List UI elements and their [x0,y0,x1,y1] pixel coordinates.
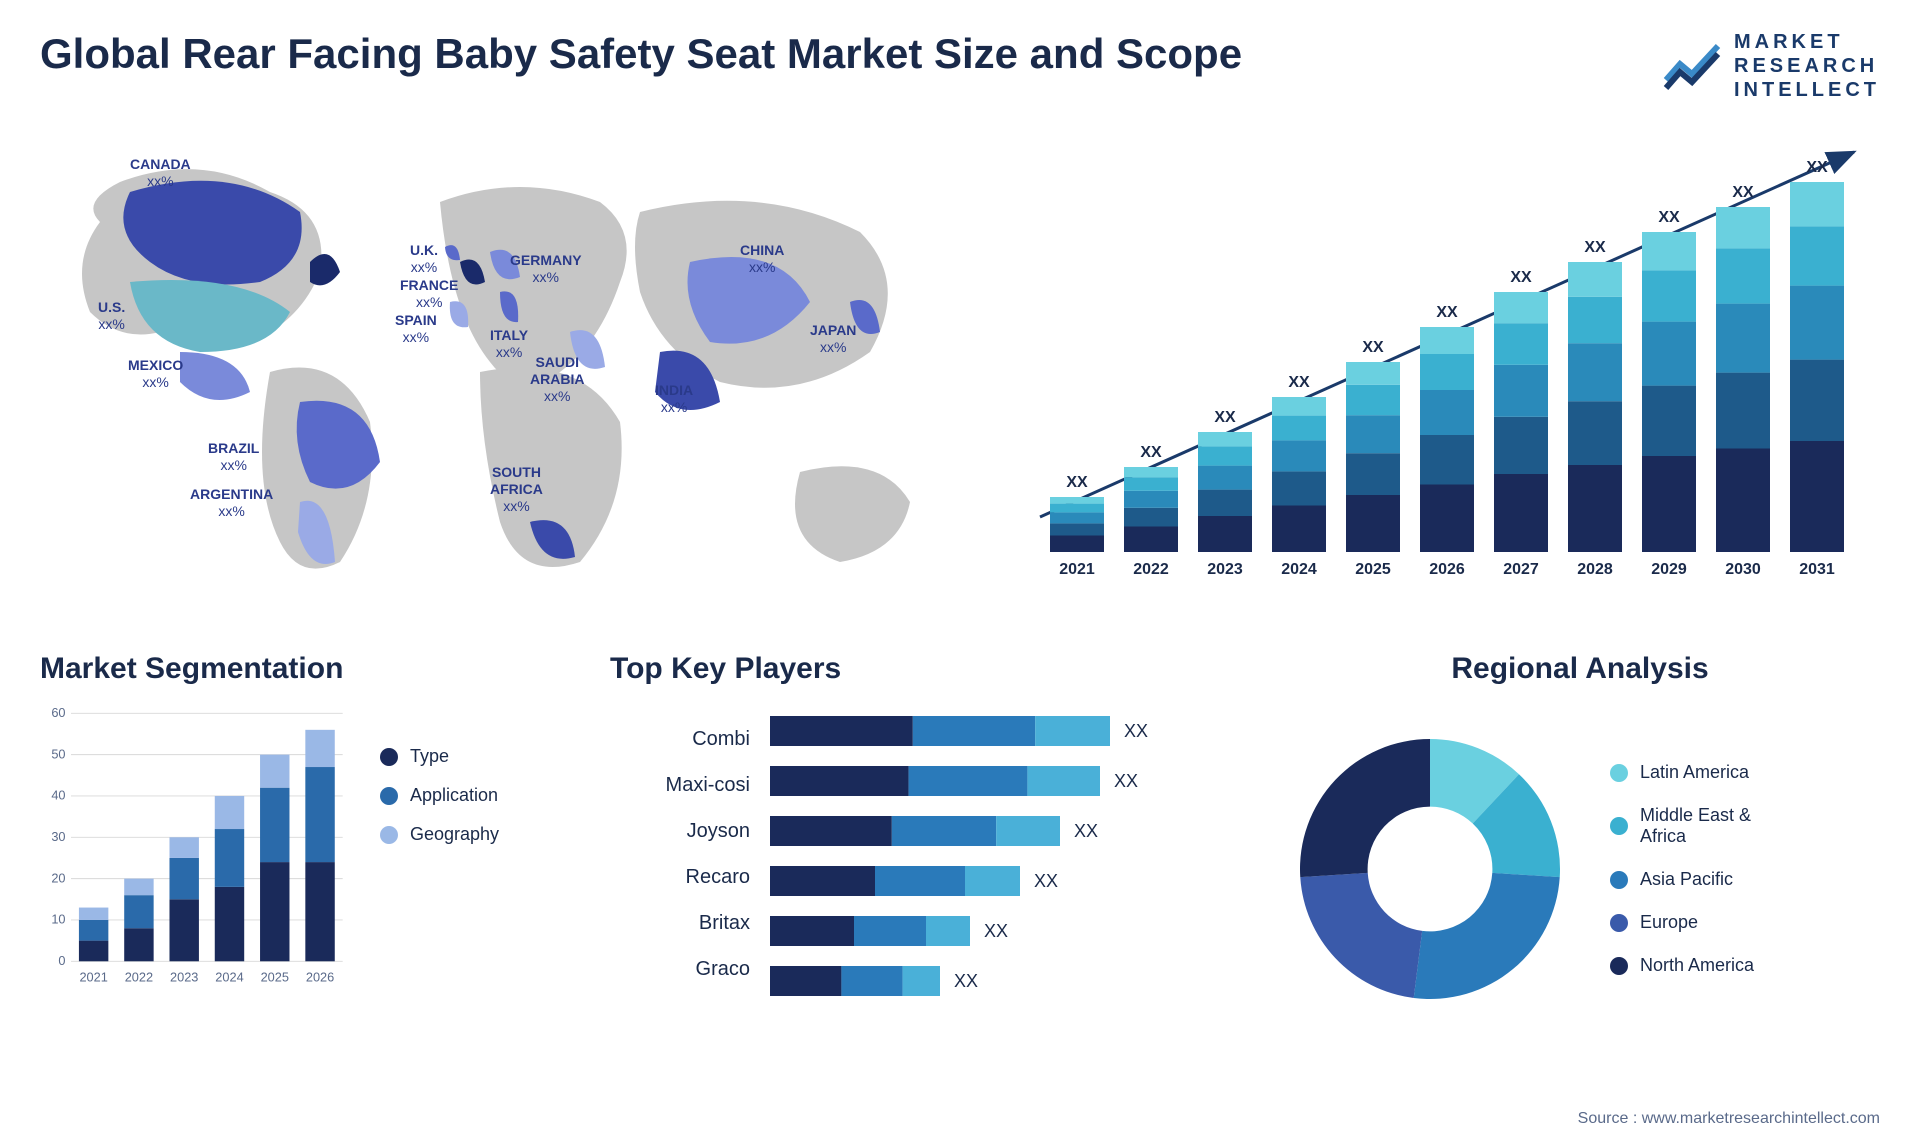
svg-text:XX: XX [1584,239,1606,256]
player-label: Joyson [610,820,750,843]
players-title: Top Key Players [610,652,1230,686]
svg-text:XX: XX [1214,409,1236,426]
svg-text:10: 10 [51,912,65,927]
svg-text:XX: XX [954,971,978,991]
map-label: ARGENTINAxx% [190,486,273,520]
svg-text:XX: XX [984,921,1008,941]
map-label: GERMANYxx% [510,252,582,286]
svg-text:XX: XX [1066,474,1088,491]
legend-item: Europe [1610,912,1754,933]
map-label: MEXICOxx% [128,357,183,391]
brand-logo: MARKET RESEARCH INTELLECT [1662,30,1880,102]
map-label: JAPANxx% [810,322,856,356]
svg-text:XX: XX [1732,184,1754,201]
svg-text:2024: 2024 [1281,561,1317,578]
svg-text:XX: XX [1436,304,1458,321]
legend-item: North America [1610,955,1754,976]
svg-text:XX: XX [1034,871,1058,891]
svg-text:2028: 2028 [1577,561,1613,578]
regional-legend: Latin America Middle East &Africa Asia Pac… [1610,762,1754,976]
svg-text:2026: 2026 [306,969,334,984]
svg-text:2021: 2021 [1059,561,1095,578]
map-label: CANADAxx% [130,156,191,190]
regional-title: Regional Analysis [1280,652,1880,686]
map-label: ITALYxx% [490,327,528,361]
players-labels: Combi Maxi-cosi Joyson Recaro Britax Graco [610,706,750,1032]
svg-text:40: 40 [51,788,65,803]
map-label: SAUDIARABIAxx% [530,354,584,404]
segmentation-legend: Type Application Geography [380,706,560,1032]
map-label: SPAINxx% [395,312,437,346]
players-panel: Top Key Players Combi Maxi-cosi Joyson Reca… [610,652,1230,1032]
svg-text:20: 20 [51,870,65,885]
svg-text:2023: 2023 [1207,561,1243,578]
player-label: Graco [610,958,750,981]
legend-item: Latin America [1610,762,1754,783]
player-label: Recaro [610,866,750,889]
svg-text:2030: 2030 [1725,561,1761,578]
svg-text:XX: XX [1362,339,1384,356]
svg-text:2025: 2025 [261,969,289,984]
legend-item: Type [380,746,560,767]
legend-item: Application [380,785,560,806]
page-title: Global Rear Facing Baby Safety Seat Mark… [40,30,1242,78]
logo-line1: MARKET [1734,30,1880,54]
logo-mark-icon [1662,36,1722,96]
growth-chart: XX 2021 XX 2022 XX 2023 XX 2024 XX 2025 XX 2026 XX 20… [1000,132,1880,592]
svg-text:2022: 2022 [125,969,153,984]
player-label: Britax [610,912,750,935]
svg-text:XX: XX [1114,771,1138,791]
map-label: U.K.xx% [410,242,438,276]
players-chart: XX XX XX XX XX XX [770,706,1230,1006]
svg-text:2024: 2024 [215,969,243,984]
svg-text:2021: 2021 [79,969,107,984]
regional-panel: Regional Analysis Latin America Middle Ea… [1280,652,1880,1032]
svg-text:2025: 2025 [1355,561,1391,578]
source-label: Source : www.marketresearchintellect.com [1578,1110,1880,1128]
svg-text:XX: XX [1510,269,1532,286]
legend-item: Geography [380,824,560,845]
regional-donut [1280,719,1580,1019]
svg-text:XX: XX [1806,159,1828,176]
svg-text:30: 30 [51,829,65,844]
player-label: Maxi-cosi [610,774,750,797]
svg-text:0: 0 [58,953,65,968]
svg-text:2026: 2026 [1429,561,1465,578]
map-label: INDIAxx% [655,382,693,416]
svg-text:50: 50 [51,746,65,761]
svg-text:XX: XX [1288,374,1310,391]
map-label: U.S.xx% [98,299,125,333]
svg-text:2029: 2029 [1651,561,1687,578]
svg-text:2031: 2031 [1799,561,1835,578]
svg-text:2022: 2022 [1133,561,1169,578]
world-map-panel: CANADAxx% U.S.xx%MEXICOxx% BRAZILxx% ARGENT… [40,132,940,612]
segmentation-chart: 0 10 20 30 40 50 60 2021 2022 2023 2024 2025 2026 [40,706,350,989]
player-label: Combi [610,728,750,751]
map-label: FRANCExx% [400,277,458,311]
svg-text:2027: 2027 [1503,561,1539,578]
svg-text:60: 60 [51,706,65,720]
segmentation-title: Market Segmentation [40,652,560,686]
segmentation-panel: Market Segmentation 0 10 20 30 40 50 60 2021 202… [40,652,560,1032]
map-label: BRAZILxx% [208,440,259,474]
svg-text:XX: XX [1074,821,1098,841]
logo-line3: INTELLECT [1734,78,1880,102]
growth-chart-panel: XX 2021 XX 2022 XX 2023 XX 2024 XX 2025 XX 2026 XX 20… [1000,132,1880,612]
legend-item: Asia Pacific [1610,869,1754,890]
map-label: SOUTHAFRICAxx% [490,464,543,514]
legend-item: Middle East &Africa [1610,805,1754,847]
svg-text:XX: XX [1658,209,1680,226]
svg-text:2023: 2023 [170,969,198,984]
svg-text:XX: XX [1140,444,1162,461]
logo-line2: RESEARCH [1734,54,1880,78]
svg-text:XX: XX [1124,721,1148,741]
map-label: CHINAxx% [740,242,784,276]
